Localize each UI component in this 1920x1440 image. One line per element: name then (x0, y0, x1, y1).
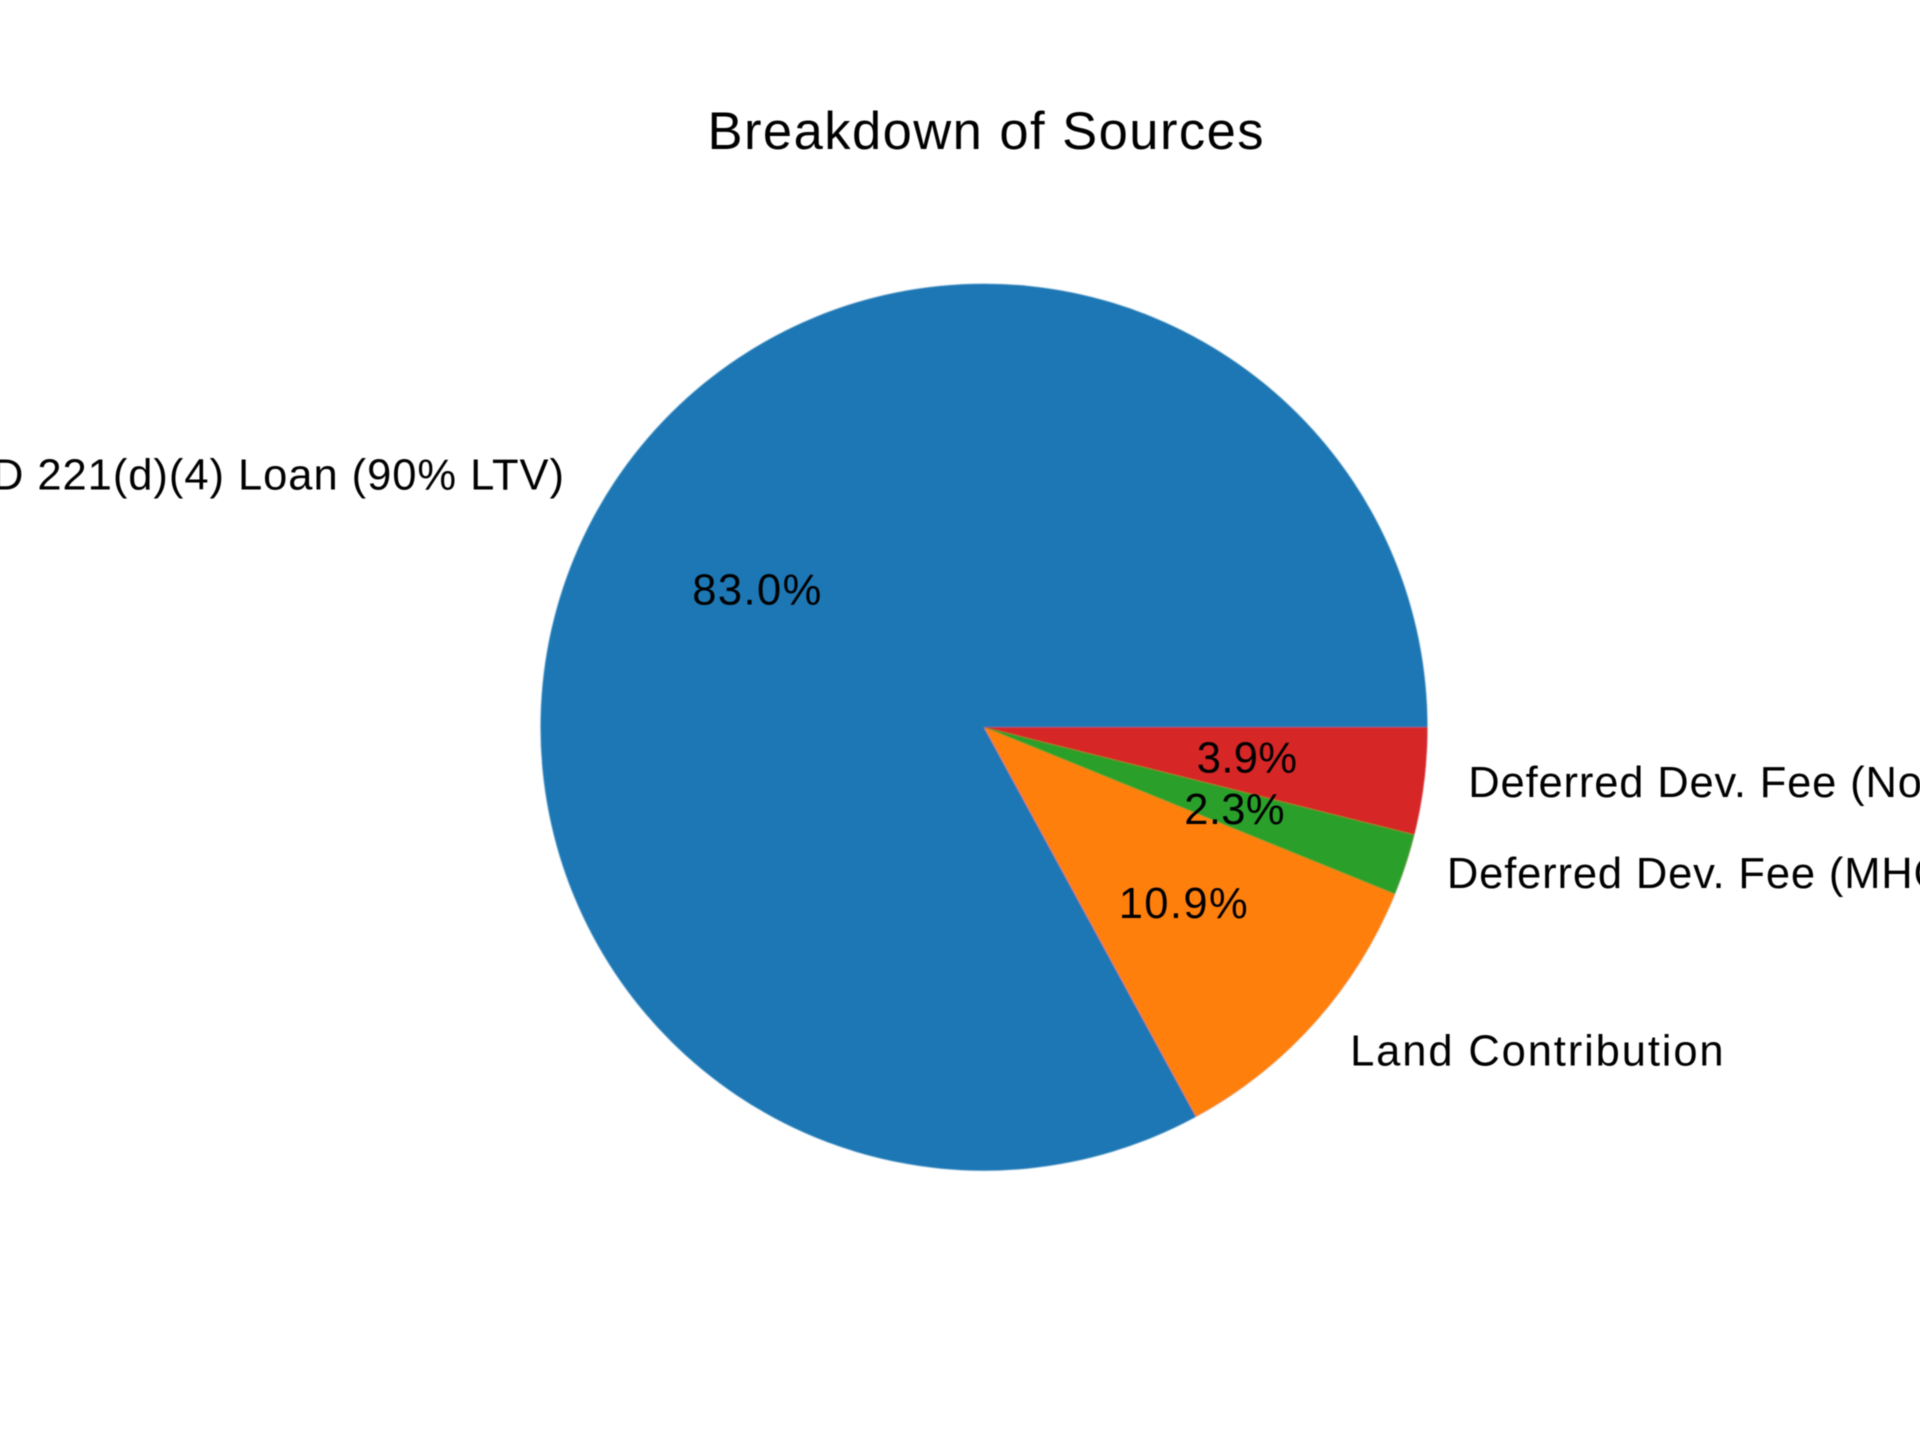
svg-text:Land Contribution: Land Contribution (1350, 1027, 1724, 1075)
svg-text:2.3%: 2.3% (1184, 786, 1284, 834)
svg-text:10.9%: 10.9% (1119, 880, 1248, 928)
svg-text:Deferred Dev. Fee (MHC): Deferred Dev. Fee (MHC) (1447, 850, 1920, 898)
svg-text:3.9%: 3.9% (1197, 735, 1297, 783)
svg-text:HUD 221(d)(4) Loan (90% LTV): HUD 221(d)(4) Loan (90% LTV) (0, 451, 564, 499)
svg-text:Breakdown of Sources: Breakdown of Sources (708, 102, 1264, 161)
svg-text:83.0%: 83.0% (692, 566, 821, 614)
svg-text:Deferred Dev. Fee (Non-MHC): Deferred Dev. Fee (Non-MHC) (1468, 759, 1920, 807)
